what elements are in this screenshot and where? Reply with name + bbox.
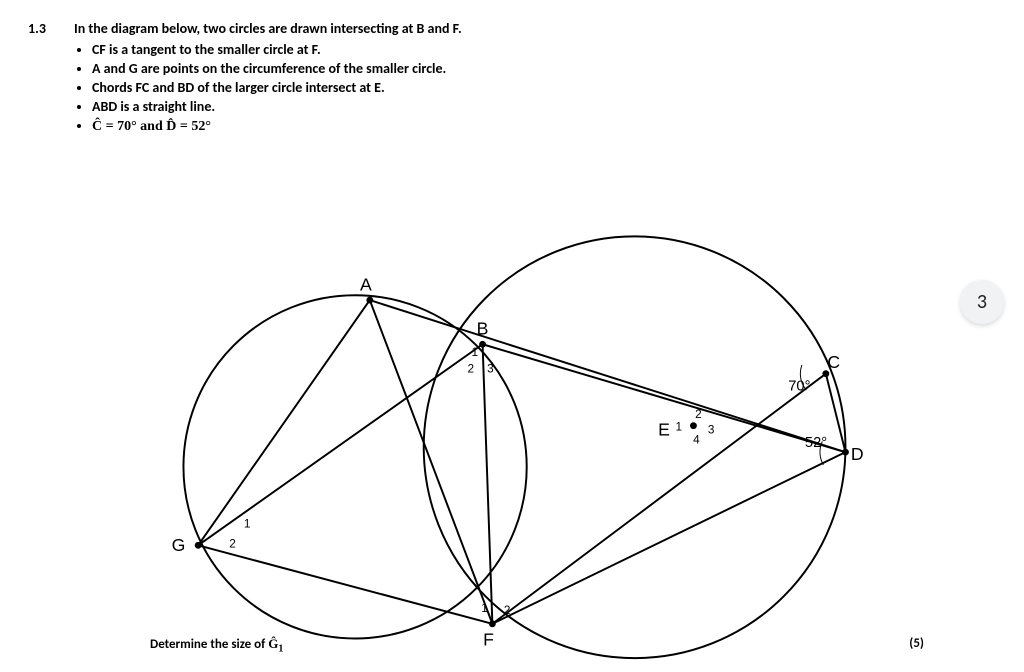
bullet-item: CF is a tangent to the smaller circle at… — [92, 41, 996, 58]
svg-text:52°: 52° — [805, 435, 827, 451]
bullet-item: Chords FC and BD of the larger circle in… — [92, 79, 996, 96]
svg-text:E: E — [658, 419, 670, 439]
bullet-item: ABD is a straight line. — [92, 98, 996, 115]
svg-text:2: 2 — [468, 363, 475, 376]
determine-line: Determine the size of Ĝ1 — [150, 636, 283, 655]
svg-text:2: 2 — [695, 408, 702, 421]
svg-text:70°: 70° — [788, 378, 810, 394]
question-number: 1.3 — [28, 20, 56, 37]
svg-text:G: G — [172, 535, 186, 555]
svg-text:B: B — [477, 318, 489, 338]
geometry-diagram: ABCDEFG1231212123470°52° — [28, 153, 996, 663]
svg-text:1: 1 — [481, 602, 488, 615]
marks: (5) — [909, 636, 924, 655]
svg-text:3: 3 — [487, 363, 494, 376]
svg-text:C: C — [827, 352, 840, 372]
svg-text:2: 2 — [229, 537, 236, 550]
score-bubble: 3 — [960, 280, 1004, 324]
svg-text:1: 1 — [244, 518, 251, 531]
svg-text:D: D — [851, 444, 864, 464]
svg-text:4: 4 — [693, 433, 700, 446]
bullet-item: Ĉ = 70° and D̂ = 52° — [92, 117, 996, 135]
question-intro: In the diagram below, two circles are dr… — [74, 20, 462, 37]
svg-text:1: 1 — [471, 346, 478, 359]
svg-text:3: 3 — [708, 424, 715, 437]
bullet-item: A and G are points on the circumference … — [92, 60, 996, 77]
svg-text:1: 1 — [675, 421, 682, 434]
bottom-row: Determine the size of Ĝ1 (5) — [0, 636, 1024, 655]
question-bullets: CF is a tangent to the smaller circle at… — [92, 41, 996, 135]
svg-text:2: 2 — [504, 604, 511, 617]
svg-text:A: A — [360, 274, 372, 294]
score-bubble-value: 3 — [977, 290, 987, 314]
question-header: 1.3 In the diagram below, two circles ar… — [28, 20, 996, 37]
